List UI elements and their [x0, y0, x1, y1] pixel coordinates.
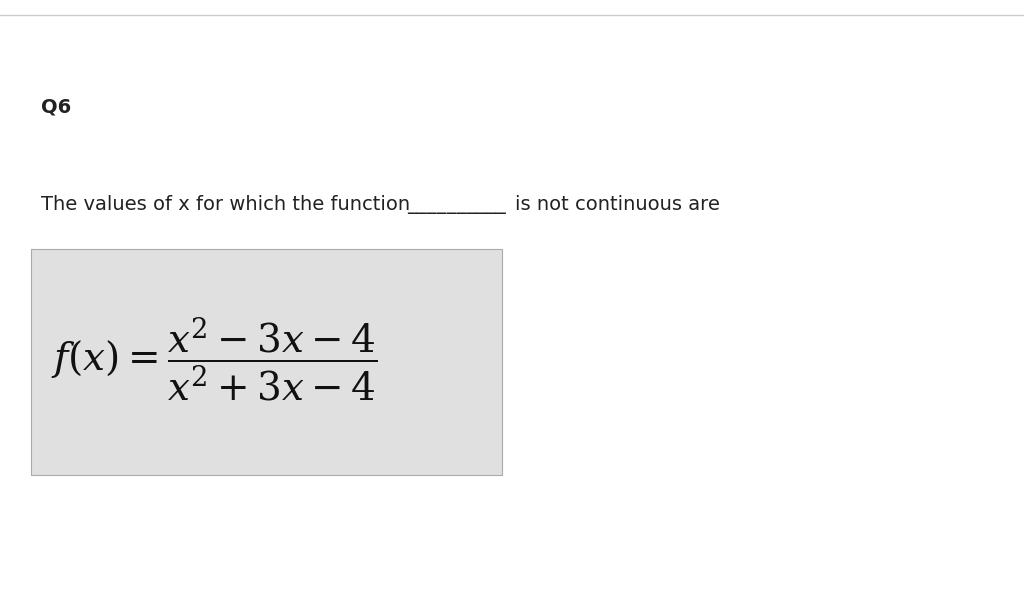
Text: $f(x) = \dfrac{x^2-3x-4}{x^2+3x-4}$: $f(x) = \dfrac{x^2-3x-4}{x^2+3x-4}$: [51, 316, 378, 403]
Text: The values of x for which the function: The values of x for which the function: [41, 195, 410, 214]
Text: __________: __________: [408, 195, 506, 214]
FancyBboxPatch shape: [31, 249, 502, 475]
Text: Q6: Q6: [41, 97, 72, 116]
Text: is not continuous are: is not continuous are: [515, 195, 720, 214]
